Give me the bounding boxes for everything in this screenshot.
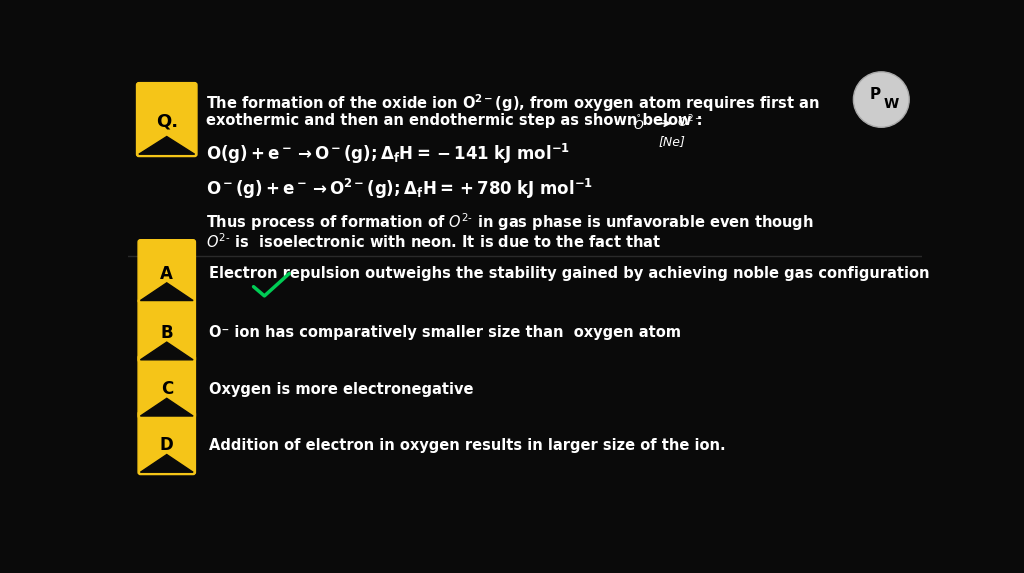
Text: W: W xyxy=(884,97,899,111)
Text: $O^{2-}$: $O^{2-}$ xyxy=(677,113,703,130)
FancyBboxPatch shape xyxy=(138,299,196,362)
Text: $\mathbf{O(g) + e^- \rightarrow O^-(g);\Delta_f H = -141\ kJ\ mol^{-1}}$: $\mathbf{O(g) + e^- \rightarrow O^-(g);\… xyxy=(206,142,569,166)
FancyBboxPatch shape xyxy=(138,240,196,303)
Polygon shape xyxy=(140,454,194,472)
Text: D: D xyxy=(160,436,174,454)
Text: [Ne]: [Ne] xyxy=(658,135,686,148)
Polygon shape xyxy=(140,283,194,300)
Text: $\mathbf{O^-(g) + e^- \rightarrow O^{2-}(g);\Delta_f H = +780\ kJ\ mol^{-1}}$: $\mathbf{O^-(g) + e^- \rightarrow O^{2-}… xyxy=(206,176,593,201)
Text: $O^{2\text{-}}$ is  isoelectronic with neon. It is due to the fact that: $O^{2\text{-}}$ is isoelectronic with ne… xyxy=(206,233,660,252)
Text: The formation of the oxide ion $\mathbf{O^{2-}}$(g), from oxygen atom requires f: The formation of the oxide ion $\mathbf{… xyxy=(206,93,819,115)
Text: A: A xyxy=(161,265,173,282)
Text: C: C xyxy=(161,380,173,398)
Text: $\overset{\circ}{O}$: $\overset{\circ}{O}$ xyxy=(633,113,645,133)
FancyBboxPatch shape xyxy=(138,355,196,418)
FancyBboxPatch shape xyxy=(138,411,196,474)
FancyBboxPatch shape xyxy=(136,83,197,156)
Text: Thus process of formation of $O^{2\text{-}}$ in gas phase is unfavorable even th: Thus process of formation of $O^{2\text{… xyxy=(206,211,813,233)
Polygon shape xyxy=(140,342,194,360)
Circle shape xyxy=(853,72,909,127)
Text: O⁻ ion has comparatively smaller size than  oxygen atom: O⁻ ion has comparatively smaller size th… xyxy=(209,325,681,340)
Text: P: P xyxy=(869,88,881,103)
Text: exothermic and then an endothermic step as shown below :: exothermic and then an endothermic step … xyxy=(206,113,702,128)
Polygon shape xyxy=(139,136,195,154)
Text: B: B xyxy=(161,324,173,342)
Text: Addition of electron in oxygen results in larger size of the ion.: Addition of electron in oxygen results i… xyxy=(209,438,726,453)
Text: Oxygen is more electronegative: Oxygen is more electronegative xyxy=(209,382,474,397)
Text: Electron repulsion outweighs the stability gained by achieving noble gas configu: Electron repulsion outweighs the stabili… xyxy=(209,266,930,281)
Polygon shape xyxy=(140,398,194,416)
Text: Q.: Q. xyxy=(156,113,178,131)
